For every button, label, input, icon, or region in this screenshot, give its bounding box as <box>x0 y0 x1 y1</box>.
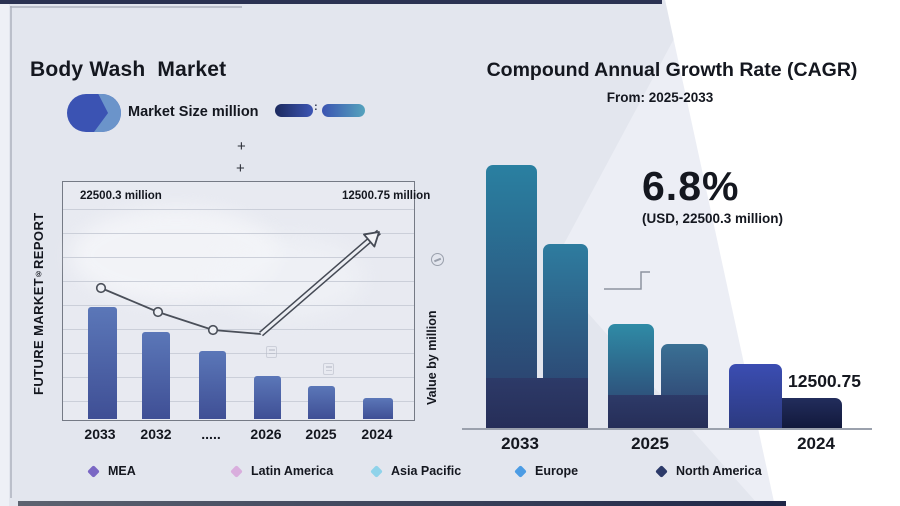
x-axis-labels: 2033 2032..... 2026 2025 2024 <box>62 426 415 444</box>
x-tick-label: 2033 <box>501 434 539 453</box>
brand-part2: REPORT <box>31 211 46 269</box>
market-size-chart: 22500.3 million 12500.75 million <box>62 181 430 421</box>
top-border-strip <box>0 0 662 4</box>
x-tick-label: 2025 <box>631 434 669 453</box>
x-tick-label: 2033 <box>84 426 116 442</box>
cagr-value: 6.8% <box>642 163 740 209</box>
page-title: Body Wash Market <box>30 58 227 81</box>
pill-gradient-navy-icon <box>275 104 313 117</box>
legend-label: MEA <box>108 464 136 478</box>
cagr-bar-2024-1 <box>729 364 782 428</box>
value-label-2024: 12500.75 <box>788 371 861 391</box>
cagr-bar-2024-2 <box>782 398 842 428</box>
legend-diamond-icon <box>514 464 527 478</box>
value-annotation-2033: 22500.3 million <box>80 190 162 202</box>
market-size-bar-2025 <box>308 386 335 419</box>
x-tick-label: 2024 <box>797 434 835 453</box>
legend-item-mea: MEA <box>87 464 136 478</box>
trend-line-arrow <box>95 229 381 337</box>
registered-mark: ® <box>34 268 43 278</box>
x-tick-label: 2032 <box>140 426 172 442</box>
market-size-bar-2032 <box>142 332 170 419</box>
legend-item-europe: Europe <box>514 464 579 478</box>
value-annotation-2024: 12500.75 million <box>342 190 431 202</box>
document-watermark-icon <box>323 363 334 375</box>
legend-item-latin-america: Latin America <box>230 464 334 478</box>
legend-label: Asia Pacific <box>391 464 462 478</box>
legend-item-north-america: North America <box>655 464 762 478</box>
market-size-bar-2033 <box>88 307 117 419</box>
x-tick-label: 2026 <box>250 426 282 442</box>
legend-diamond-icon <box>370 464 383 478</box>
bar-merge-base <box>608 395 708 428</box>
x-tick-label: ..... <box>201 426 221 442</box>
left-edge-band <box>0 0 9 506</box>
legend-label: North America <box>676 464 762 478</box>
circled-minus-icon <box>431 253 444 266</box>
x-axis-line <box>462 428 872 430</box>
pill-separator: : <box>314 101 318 113</box>
value-axis-label: Value by million <box>425 310 439 405</box>
x-tick-label: 2025 <box>305 426 337 442</box>
document-watermark-icon <box>266 346 277 358</box>
cagr-basis: (USD, 22500.3 million) <box>642 211 784 226</box>
cagr-period: From: 2025-2033 <box>606 90 714 105</box>
legend-diamond-icon <box>230 464 243 478</box>
market-size-bar-2024 <box>363 398 393 419</box>
market-size-bar-..... <box>199 351 226 419</box>
plus-mark: + <box>237 138 246 155</box>
frame-line-vertical <box>10 6 12 498</box>
cagr-title: Compound Annual Growth Rate (CAGR) <box>486 59 858 81</box>
gridlines <box>63 209 414 420</box>
region-legend: MEA Latin America Asia Pacific Europe North … <box>0 464 900 484</box>
legend-diamond-icon <box>87 464 100 478</box>
capsule-two-tone-icon <box>67 94 121 132</box>
plus-mark: + <box>236 160 245 177</box>
market-size-label: Market Size million <box>128 104 259 120</box>
brand-part1: FUTURE MARKET <box>31 277 46 396</box>
legend-diamond-icon <box>655 464 668 478</box>
x-tick-label: 2024 <box>361 426 393 442</box>
bar-merge-base <box>486 378 588 428</box>
pill-gradient-teal-icon <box>322 104 365 117</box>
frame-line-horizontal <box>10 6 242 8</box>
market-size-bar-2026 <box>254 376 281 419</box>
bottom-border-strip <box>18 501 786 506</box>
legend-item-asia-pacific: Asia Pacific <box>370 464 462 478</box>
legend-label: Latin America <box>251 464 334 478</box>
legend-label: Europe <box>535 464 579 478</box>
brand-vertical-label: FUTURE MARKET ® REPORT <box>31 196 46 411</box>
